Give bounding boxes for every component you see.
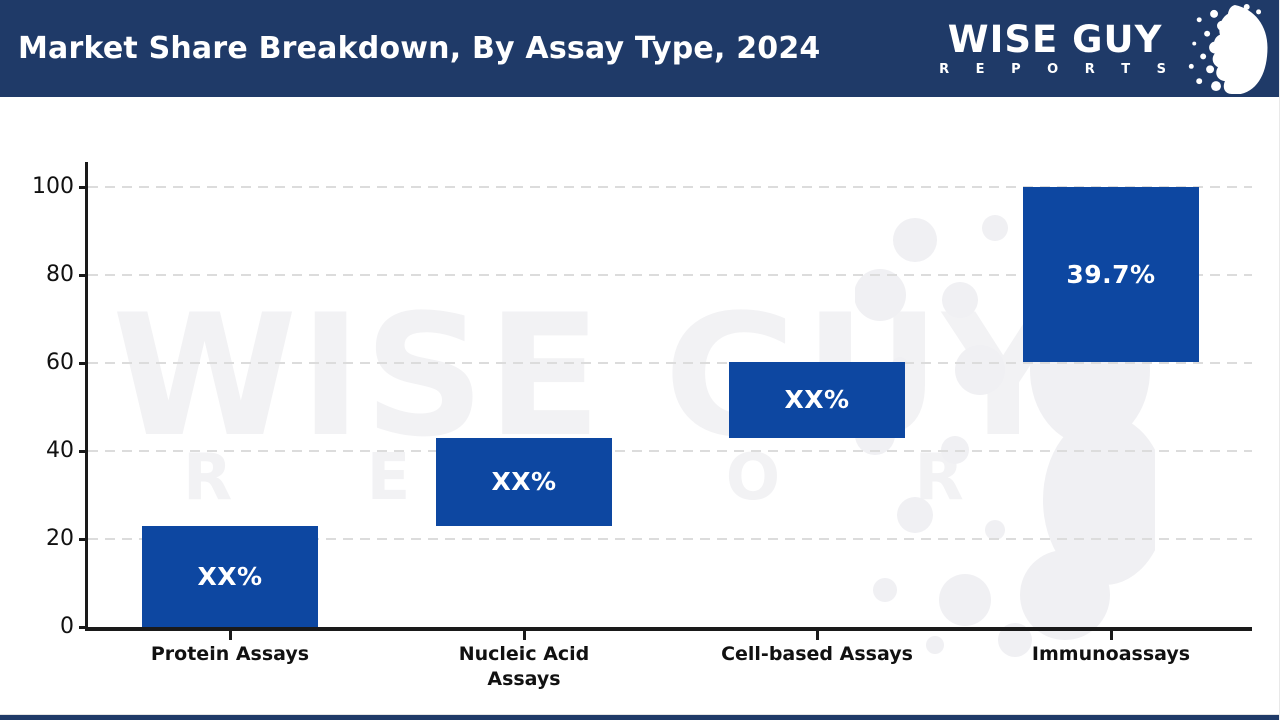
bar-nucleic-acid-assays: XX% [436,437,612,526]
x-tick-mark [815,630,819,640]
gridline [88,274,1252,276]
logo-wordmark: WISE GUY [947,17,1163,61]
bar-cell-based-assays: XX% [729,361,905,438]
y-axis-line [85,162,88,627]
logo-text: WISE GUY R E P O R T S [933,21,1177,77]
category-label-cell-based-assays: Cell-based Assays [677,642,957,667]
bar-value-label: XX% [197,561,263,591]
y-tick-label: 0 [60,614,74,639]
y-tick-label: 60 [46,350,74,375]
y-tick-label: 40 [46,438,74,463]
gridline [88,450,1252,452]
header: Market Share Breakdown, By Assay Type, 2… [0,0,1279,97]
category-label-line: Nucleic Acid [458,643,590,665]
logo-subtext: R E P O R T S [939,61,1177,77]
page-title: Market Share Breakdown, By Assay Type, 2… [18,31,821,66]
category-label-immunoassays: Immunoassays [971,642,1251,667]
category-label-line: Protein Assays [150,643,310,665]
y-tick-mark [79,273,88,277]
x-axis-line [85,627,1252,631]
bar-value-label: XX% [491,467,557,497]
category-label-nucleic-acid-assays: Nucleic Acid Assays [384,642,664,692]
x-tick-mark [522,630,526,640]
wiseguy-logo: WISE GUY R E P O R T S [933,2,1271,96]
y-tick-mark [79,449,88,453]
x-tick-mark [1109,630,1113,640]
bar-value-label: XX% [784,385,850,415]
y-tick-mark [79,361,88,365]
y-tick-mark [79,537,88,541]
gridline [88,362,1252,364]
footer-strip [0,714,1279,720]
bar-immunoassays: 39.7% [1023,187,1199,362]
gridline [88,538,1252,540]
y-tick-mark [79,625,88,629]
bar-protein-assays: XX% [142,525,318,627]
x-tick-mark [228,630,232,640]
y-tick-label: 100 [32,174,74,199]
wiseguy-face-icon [1188,3,1268,94]
y-tick-label: 20 [46,526,74,551]
y-tick-label: 80 [46,262,74,287]
category-label-line: Cell-based Assays [721,643,913,665]
y-tick-mark [79,185,88,189]
category-label-protein-assays: Protein Assays [90,642,370,667]
category-label-line: Immunoassays [1031,643,1191,665]
category-label-line: Assays [487,668,561,690]
bar-value-label: 39.7% [1066,259,1156,289]
gridline [88,186,1252,188]
